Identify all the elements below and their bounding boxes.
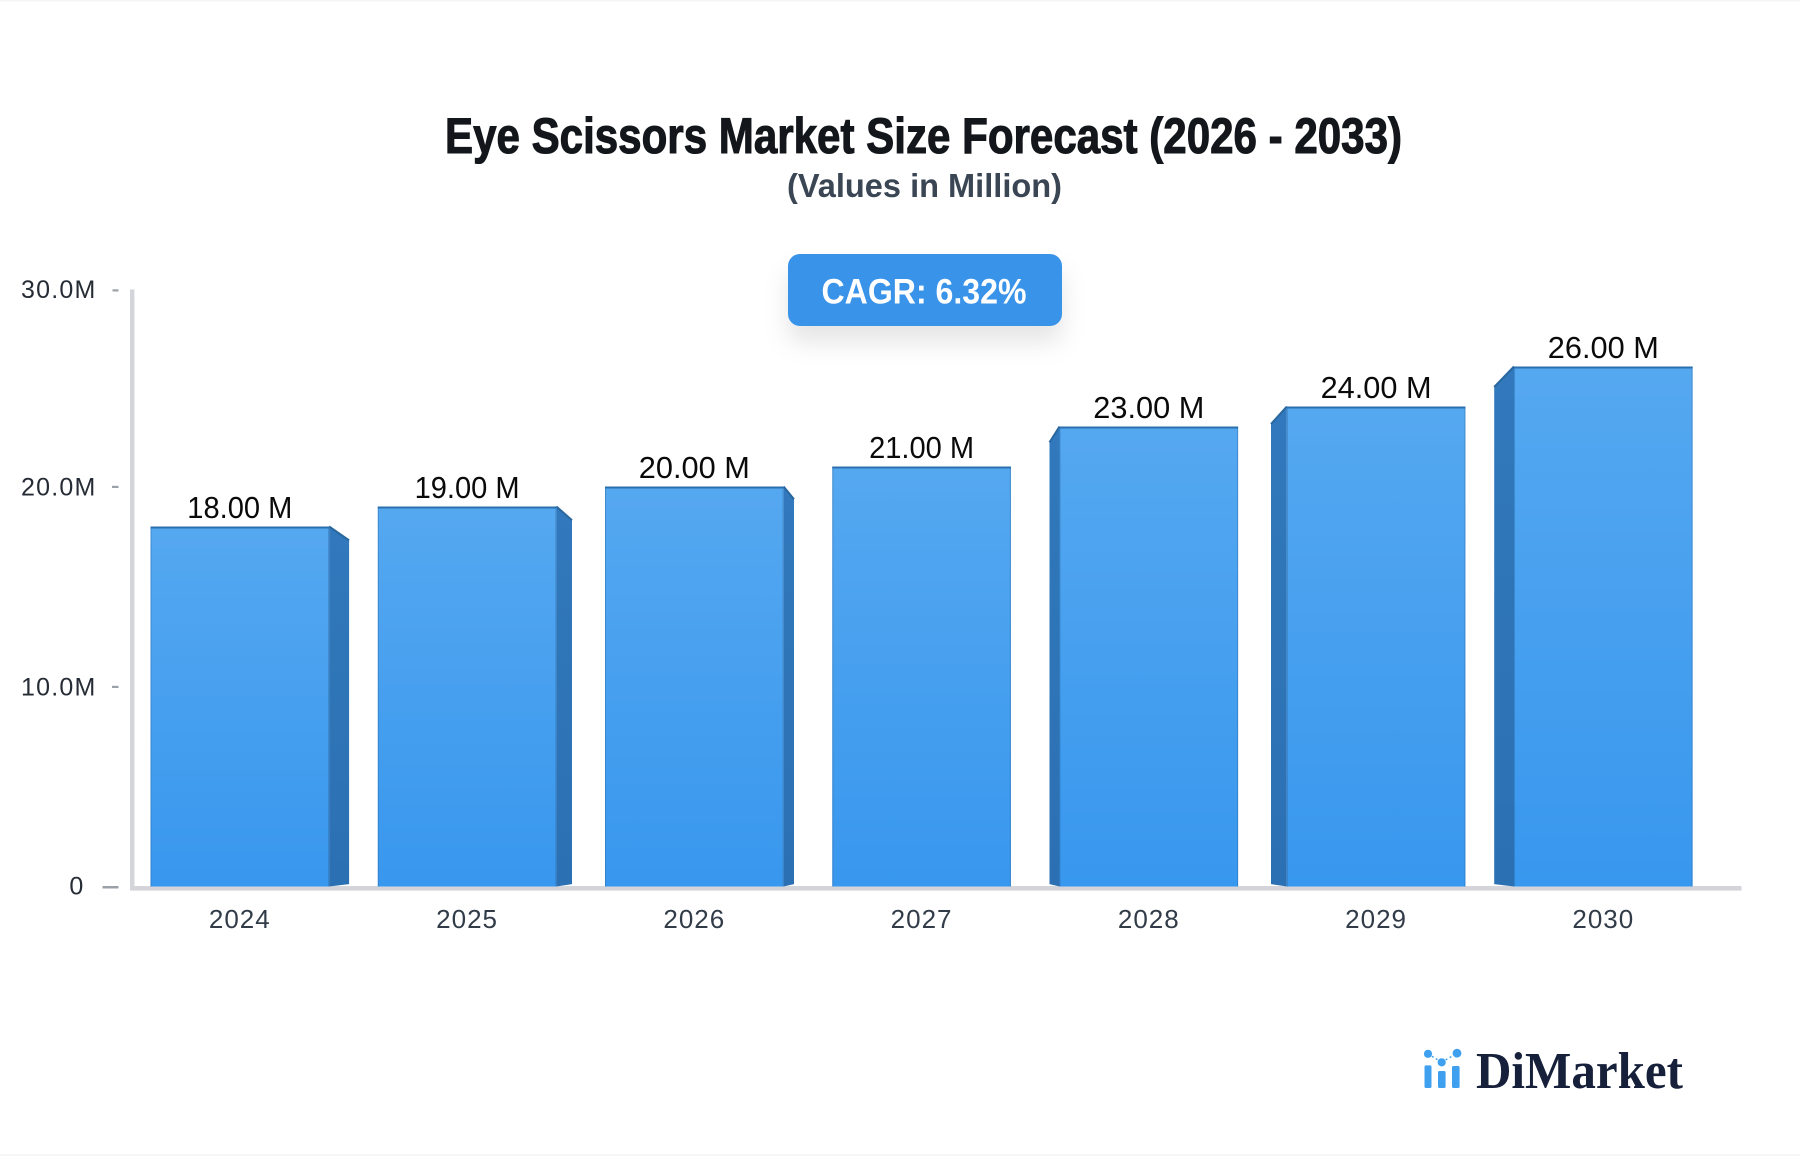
svg-text:2030: 2030: [1572, 904, 1634, 934]
svg-text:Eye Scissors Market Size Forec: Eye Scissors Market Size Forecast (2026 …: [445, 108, 1402, 164]
svg-text:2027: 2027: [891, 904, 953, 934]
svg-text:2025: 2025: [436, 904, 498, 934]
svg-text:10.0M: 10.0M: [21, 674, 96, 702]
svg-text:2024: 2024: [209, 904, 271, 934]
svg-text:26.00 M: 26.00 M: [1548, 330, 1659, 365]
svg-text:CAGR: 6.32%: CAGR: 6.32%: [822, 273, 1027, 312]
svg-text:0: 0: [69, 873, 84, 901]
svg-text:20.00 M: 20.00 M: [639, 450, 750, 485]
svg-text:24.00 M: 24.00 M: [1321, 370, 1432, 405]
svg-text:18.00 M: 18.00 M: [187, 490, 292, 525]
svg-text:23.00 M: 23.00 M: [1093, 390, 1204, 425]
svg-text:2026: 2026: [663, 904, 725, 934]
svg-text:DiMarket: DiMarket: [1476, 1043, 1684, 1100]
svg-text:2028: 2028: [1118, 904, 1180, 934]
svg-text:2029: 2029: [1345, 904, 1407, 934]
svg-text:19.00 M: 19.00 M: [415, 470, 520, 505]
svg-text:20.0M: 20.0M: [21, 474, 96, 502]
svg-text:30.0M: 30.0M: [21, 276, 96, 304]
svg-text:(Values in Million): (Values in Million): [787, 167, 1062, 204]
svg-text:21.00 M: 21.00 M: [869, 430, 974, 465]
